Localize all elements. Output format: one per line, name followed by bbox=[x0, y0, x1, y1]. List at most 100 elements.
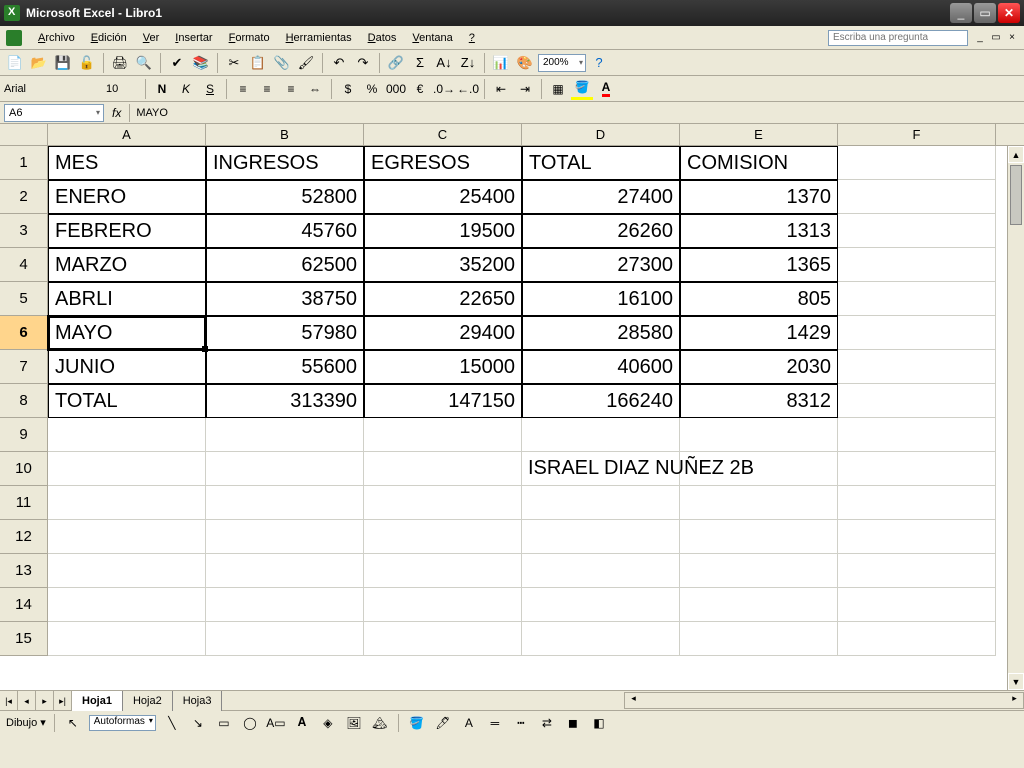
cell-B4[interactable]: 62500 bbox=[206, 248, 364, 282]
cell-A13[interactable] bbox=[48, 554, 206, 588]
bold-button[interactable]: N bbox=[151, 78, 173, 100]
cell-F4[interactable] bbox=[838, 248, 996, 282]
cell-F7[interactable] bbox=[838, 350, 996, 384]
cell-D8[interactable]: 166240 bbox=[522, 384, 680, 418]
cell-D4[interactable]: 27300 bbox=[522, 248, 680, 282]
horizontal-scrollbar[interactable]: ◂ ▸ bbox=[624, 692, 1024, 709]
sheet-tab-hoja2[interactable]: Hoja2 bbox=[123, 691, 173, 711]
merge-center-icon[interactable]: ⇔ bbox=[304, 78, 326, 100]
scroll-up-icon[interactable]: ▲ bbox=[1008, 146, 1024, 163]
align-right-icon[interactable]: ≡ bbox=[280, 78, 302, 100]
draw-menu[interactable]: Dibujo ▾ bbox=[6, 716, 46, 729]
align-left-icon[interactable]: ≡ bbox=[232, 78, 254, 100]
doc-restore-button[interactable]: ▭ bbox=[990, 32, 1002, 43]
cell-F9[interactable] bbox=[838, 418, 996, 452]
increase-indent-icon[interactable]: ⇥ bbox=[514, 78, 536, 100]
minimize-button[interactable]: _ bbox=[950, 3, 972, 23]
row-header[interactable]: 1 bbox=[0, 146, 48, 180]
cell-B1[interactable]: INGRESOS bbox=[206, 146, 364, 180]
menu-?[interactable]: ? bbox=[461, 32, 483, 44]
textbox-icon[interactable]: A▭ bbox=[266, 713, 286, 733]
comma-icon[interactable]: 000 bbox=[385, 78, 407, 100]
cell-E1[interactable]: COMISION bbox=[680, 146, 838, 180]
cell-E4[interactable]: 1365 bbox=[680, 248, 838, 282]
cell-A11[interactable] bbox=[48, 486, 206, 520]
fill-color-draw-icon[interactable]: 🪣 bbox=[407, 713, 427, 733]
row-header[interactable]: 5 bbox=[0, 282, 48, 316]
cell-E9[interactable] bbox=[680, 418, 838, 452]
cell-B10[interactable] bbox=[206, 452, 364, 486]
cell-B11[interactable] bbox=[206, 486, 364, 520]
row-header[interactable]: 12 bbox=[0, 520, 48, 554]
cell-C11[interactable] bbox=[364, 486, 522, 520]
column-header-A[interactable]: A bbox=[48, 124, 206, 145]
cell-A1[interactable]: MES bbox=[48, 146, 206, 180]
sheet-first-icon[interactable]: |◂ bbox=[0, 691, 18, 711]
cell-D7[interactable]: 40600 bbox=[522, 350, 680, 384]
menu-archivo[interactable]: Archivo bbox=[30, 32, 83, 44]
autoshapes-combo[interactable]: Autoformas bbox=[89, 715, 156, 731]
cell-D10[interactable]: ISRAEL DIAZ NUÑEZ 2B bbox=[522, 452, 680, 486]
scroll-right-icon[interactable]: ▸ bbox=[1006, 693, 1023, 708]
cell-B15[interactable] bbox=[206, 622, 364, 656]
cell-D9[interactable] bbox=[522, 418, 680, 452]
row-header[interactable]: 14 bbox=[0, 588, 48, 622]
cell-A3[interactable]: FEBRERO bbox=[48, 214, 206, 248]
name-box[interactable]: A6 bbox=[4, 104, 104, 122]
menu-ventana[interactable]: Ventana bbox=[404, 32, 460, 44]
oval-icon[interactable]: ◯ bbox=[240, 713, 260, 733]
menu-insertar[interactable]: Insertar bbox=[167, 32, 220, 44]
align-center-icon[interactable]: ≡ bbox=[256, 78, 278, 100]
cell-A15[interactable] bbox=[48, 622, 206, 656]
print-icon[interactable]: 🖨 bbox=[109, 52, 131, 74]
column-header-C[interactable]: C bbox=[364, 124, 522, 145]
cell-A10[interactable] bbox=[48, 452, 206, 486]
row-header[interactable]: 8 bbox=[0, 384, 48, 418]
cell-C9[interactable] bbox=[364, 418, 522, 452]
wordart-icon[interactable]: 𝐀 bbox=[292, 713, 312, 733]
dash-style-icon[interactable]: ┅ bbox=[511, 713, 531, 733]
menu-edición[interactable]: Edición bbox=[83, 32, 135, 44]
cell-A6[interactable]: MAYO bbox=[48, 316, 206, 350]
cell-B6[interactable]: 57980 bbox=[206, 316, 364, 350]
cell-E13[interactable] bbox=[680, 554, 838, 588]
font-color-icon[interactable]: A bbox=[595, 78, 617, 100]
cell-D12[interactable] bbox=[522, 520, 680, 554]
cell-A4[interactable]: MARZO bbox=[48, 248, 206, 282]
decrease-indent-icon[interactable]: ⇤ bbox=[490, 78, 512, 100]
doc-minimize-button[interactable]: _ bbox=[974, 32, 986, 43]
diagram-icon[interactable]: ◈ bbox=[318, 713, 338, 733]
scroll-left-icon[interactable]: ◂ bbox=[625, 693, 642, 708]
cell-C10[interactable] bbox=[364, 452, 522, 486]
cell-C1[interactable]: EGRESOS bbox=[364, 146, 522, 180]
menu-ver[interactable]: Ver bbox=[135, 32, 168, 44]
cell-F3[interactable] bbox=[838, 214, 996, 248]
cell-E7[interactable]: 2030 bbox=[680, 350, 838, 384]
cell-D13[interactable] bbox=[522, 554, 680, 588]
cell-A12[interactable] bbox=[48, 520, 206, 554]
spellcheck-icon[interactable]: ✔ bbox=[166, 52, 188, 74]
cell-E10[interactable] bbox=[680, 452, 838, 486]
cell-B7[interactable]: 55600 bbox=[206, 350, 364, 384]
formula-input[interactable]: MAYO bbox=[129, 104, 1024, 122]
cell-C14[interactable] bbox=[364, 588, 522, 622]
hyperlink-icon[interactable]: 🔗 bbox=[385, 52, 407, 74]
cell-E2[interactable]: 1370 bbox=[680, 180, 838, 214]
cell-F5[interactable] bbox=[838, 282, 996, 316]
cell-B5[interactable]: 38750 bbox=[206, 282, 364, 316]
cell-D11[interactable] bbox=[522, 486, 680, 520]
scroll-thumb[interactable] bbox=[1010, 165, 1022, 225]
cell-E14[interactable] bbox=[680, 588, 838, 622]
cell-E3[interactable]: 1313 bbox=[680, 214, 838, 248]
select-all-corner[interactable] bbox=[0, 124, 48, 145]
drawing-toggle-icon[interactable]: 🎨 bbox=[514, 52, 536, 74]
cell-E11[interactable] bbox=[680, 486, 838, 520]
cell-F14[interactable] bbox=[838, 588, 996, 622]
cell-B14[interactable] bbox=[206, 588, 364, 622]
increase-decimal-icon[interactable]: .0→ bbox=[433, 78, 455, 100]
cell-A2[interactable]: ENERO bbox=[48, 180, 206, 214]
arrow-icon[interactable]: ↘ bbox=[188, 713, 208, 733]
help-icon[interactable]: ? bbox=[588, 52, 610, 74]
cell-D2[interactable]: 27400 bbox=[522, 180, 680, 214]
copy-icon[interactable]: 📋 bbox=[247, 52, 269, 74]
